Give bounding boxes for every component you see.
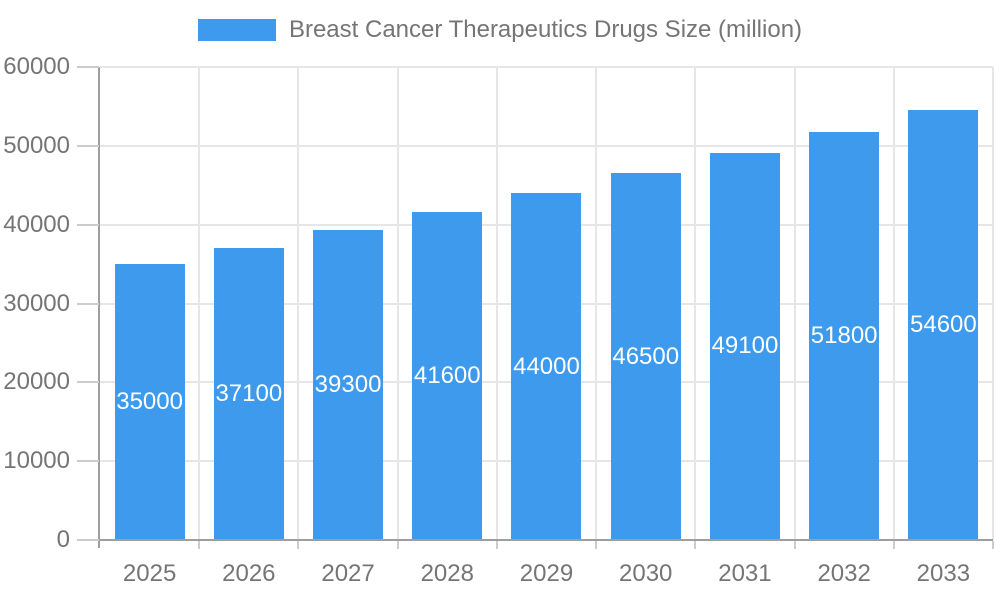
- x-axis-tick-label: 2029: [519, 560, 574, 587]
- y-axis-tick: [77, 460, 99, 463]
- bar-slot: 49100: [695, 67, 794, 540]
- bar-value-label: 35000: [116, 388, 183, 416]
- bar-value-label: 41600: [413, 362, 481, 390]
- legend-swatch: [197, 19, 276, 41]
- x-axis-tick-label: 2028: [420, 560, 474, 587]
- bar[interactable]: 49100: [709, 152, 780, 540]
- x-axis-tick: [396, 541, 399, 549]
- x-axis-tick: [297, 541, 300, 549]
- bar-slot: 41600: [398, 67, 497, 540]
- bar-slot: 46500: [596, 67, 695, 540]
- y-gridline: [100, 66, 993, 68]
- x-axis-tick-label: 2027: [321, 560, 375, 587]
- y-axis-tick-label: 20000: [3, 368, 70, 396]
- y-axis-tick: [77, 381, 99, 384]
- x-axis-tick-label: 2030: [619, 560, 673, 587]
- bar-value-label: 37100: [215, 379, 283, 407]
- x-gridline: [297, 67, 300, 540]
- bar[interactable]: 41600: [412, 212, 483, 540]
- x-gridline: [694, 67, 697, 540]
- y-axis-tick: [77, 66, 99, 68]
- y-axis-tick-label: 10000: [3, 447, 70, 475]
- x-gridline: [892, 67, 895, 540]
- bar-value-label: 49100: [711, 332, 779, 360]
- bar[interactable]: 46500: [610, 173, 681, 540]
- y-axis-tick-label: 0: [56, 526, 70, 553]
- legend-item[interactable]: Breast Cancer Therapeutics Drugs Size (m…: [197, 16, 803, 44]
- x-axis-tick-label: 2033: [916, 560, 971, 587]
- x-axis-tick: [694, 541, 697, 549]
- x-axis-tick-label: 2032: [817, 560, 871, 587]
- bar[interactable]: 51800: [809, 131, 880, 540]
- y-axis-tick-label: 30000: [3, 289, 70, 317]
- bar-slot: 51800: [795, 67, 894, 540]
- x-gridline: [396, 67, 399, 540]
- y-axis-line: [98, 67, 100, 548]
- x-axis-tick: [793, 541, 796, 549]
- bar-value-label: 54600: [910, 310, 977, 338]
- x-gridline: [793, 67, 796, 540]
- y-axis-tick: [77, 302, 99, 305]
- y-axis-tick-label: 60000: [3, 53, 70, 80]
- bar-slot: 35000: [100, 67, 199, 540]
- bar-value-label: 51800: [810, 321, 878, 349]
- x-axis-tick-label: 2031: [718, 560, 772, 587]
- x-gridline: [595, 67, 598, 540]
- x-axis-tick: [992, 541, 994, 549]
- y-axis-tick: [77, 144, 99, 147]
- y-axis-tick: [77, 223, 99, 226]
- bar-slot: 54600: [894, 67, 993, 540]
- bar[interactable]: 37100: [213, 247, 284, 540]
- bar-slot: 37100: [199, 67, 298, 540]
- x-axis-tick-label: 2026: [222, 560, 276, 587]
- bar[interactable]: 35000: [114, 264, 185, 540]
- x-gridline: [198, 67, 201, 540]
- x-axis-tick: [595, 541, 598, 549]
- x-axis-tick: [495, 541, 498, 549]
- x-gridline: [992, 67, 994, 540]
- bar-slot: 39300: [298, 67, 397, 540]
- plot-area: 35000 37100 39300 41600 44000 46500 49100 51800…: [100, 66, 994, 540]
- y-gridline: [100, 144, 993, 147]
- bar-slot: 44000: [497, 67, 596, 540]
- x-axis-tick: [892, 541, 895, 549]
- x-axis-tick: [198, 541, 201, 549]
- bar[interactable]: 39300: [313, 230, 384, 540]
- chart-legend: Breast Cancer Therapeutics Drugs Size (m…: [0, 16, 1000, 44]
- bar-value-label: 46500: [612, 342, 680, 370]
- x-gridline: [495, 67, 498, 540]
- bar[interactable]: 54600: [908, 109, 979, 540]
- y-axis-tick-label: 50000: [3, 131, 70, 159]
- bar[interactable]: 44000: [511, 193, 582, 540]
- y-axis-tick-label: 40000: [3, 210, 70, 238]
- bar-value-label: 44000: [513, 352, 580, 380]
- y-axis-tick: [77, 539, 99, 541]
- x-axis-tick-label: 2025: [122, 560, 177, 587]
- legend-label: Breast Cancer Therapeutics Drugs Size (m…: [288, 16, 803, 43]
- x-axis-line: [98, 539, 993, 541]
- bar-value-label: 39300: [314, 371, 382, 399]
